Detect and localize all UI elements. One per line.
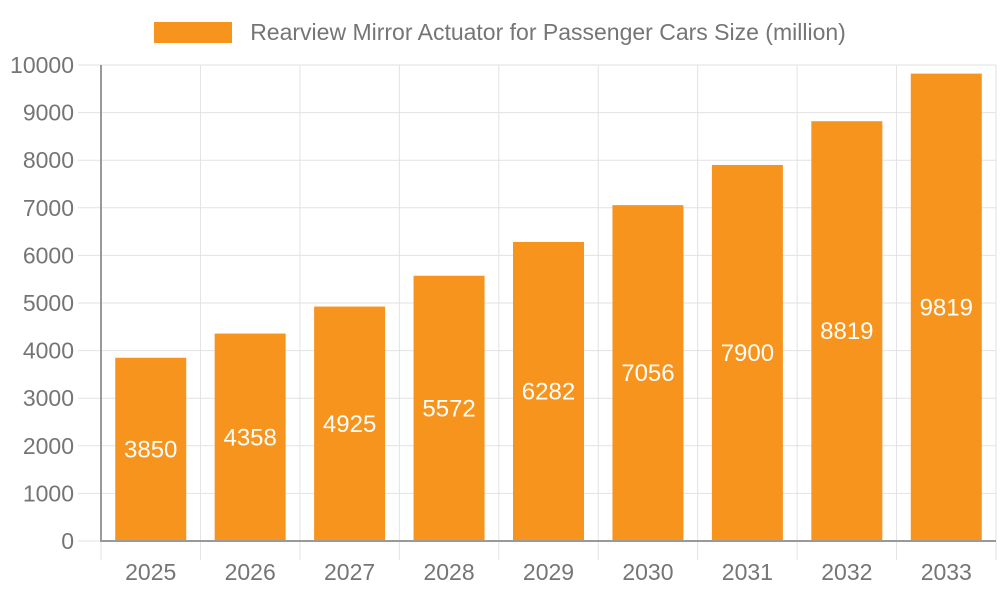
y-tick-label: 3000 bbox=[23, 385, 74, 411]
y-tick-label: 9000 bbox=[23, 100, 74, 126]
y-tick-label: 7000 bbox=[23, 195, 74, 221]
legend-swatch[interactable] bbox=[154, 21, 233, 43]
legend[interactable]: Rearview Mirror Actuator for Passenger C… bbox=[0, 19, 1000, 45]
x-tick-label: 2029 bbox=[523, 559, 574, 585]
bar-2033 bbox=[910, 73, 982, 541]
y-tick-label: 4000 bbox=[23, 338, 74, 364]
x-tick-label: 2026 bbox=[225, 559, 276, 585]
legend-label: Rearview Mirror Actuator for Passenger C… bbox=[250, 19, 846, 45]
bar-2032 bbox=[811, 121, 883, 541]
y-tick-label: 6000 bbox=[23, 242, 74, 268]
y-tick-label: 0 bbox=[61, 528, 74, 554]
x-tick-label: 2032 bbox=[821, 559, 872, 585]
bar-value-label: 6282 bbox=[522, 378, 575, 405]
y-tick-label: 2000 bbox=[23, 433, 74, 459]
bar-2026 bbox=[214, 333, 286, 541]
bar-2030 bbox=[612, 205, 684, 541]
y-tick-label: 8000 bbox=[23, 147, 74, 173]
bar-value-label: 8819 bbox=[820, 318, 873, 345]
bar-value-label: 3850 bbox=[124, 436, 177, 463]
bar-2028 bbox=[413, 275, 485, 541]
bar-value-label: 7900 bbox=[721, 340, 774, 367]
x-tick-label: 2025 bbox=[125, 559, 176, 585]
bar-value-label: 9819 bbox=[920, 294, 973, 321]
bar-value-label: 7056 bbox=[621, 360, 674, 387]
bar-2025 bbox=[115, 357, 187, 541]
y-tick-label: 10000 bbox=[10, 52, 74, 78]
bar-2029 bbox=[513, 241, 584, 541]
x-tick-label: 2030 bbox=[622, 559, 673, 585]
bar-2031 bbox=[711, 164, 783, 541]
x-tick-label: 2031 bbox=[722, 559, 773, 585]
y-tick-label: 5000 bbox=[23, 290, 74, 316]
x-tick-label: 2027 bbox=[324, 559, 375, 585]
bar-value-label: 4925 bbox=[323, 411, 376, 438]
x-tick-label: 2028 bbox=[423, 559, 474, 585]
bar-value-label: 5572 bbox=[422, 395, 475, 422]
x-tick-label: 2033 bbox=[921, 559, 972, 585]
y-tick-label: 1000 bbox=[23, 480, 74, 506]
bar-value-label: 4358 bbox=[223, 424, 276, 451]
bar-2027 bbox=[314, 306, 386, 541]
